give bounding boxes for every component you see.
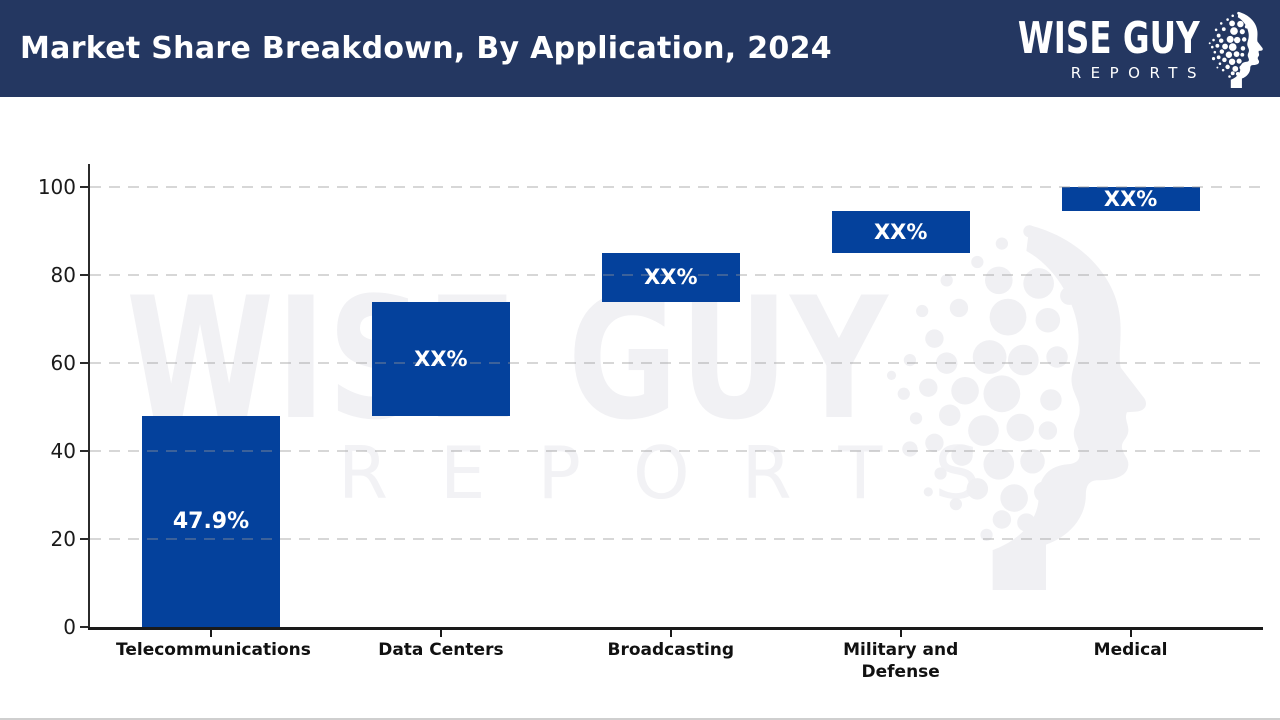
gridline-20	[90, 538, 1262, 540]
bar-value-label: 47.9%	[172, 509, 250, 535]
bar-value-label: XX%	[1103, 186, 1158, 211]
category-label-military-and-defense: Military and Defense	[843, 640, 959, 682]
wise-guy-reports-logo: WISE GUY REPORTS	[954, 8, 1266, 90]
y-tick-mark	[80, 626, 88, 628]
x-axis-spine	[88, 627, 1263, 630]
page-title: Market Share Breakdown, By Application, …	[20, 31, 832, 66]
bar-value-label: XX%	[873, 219, 928, 244]
bar-medical: XX%	[1061, 186, 1200, 211]
category-label-telecommunications: Telecommunications	[116, 640, 311, 660]
bar-value-label: XX%	[414, 347, 468, 372]
y-tick-label: 20	[50, 527, 76, 551]
y-tick-label: 100	[37, 175, 76, 199]
y-tick-mark	[80, 362, 88, 364]
y-tick-label: 40	[50, 439, 76, 463]
bar-broadcasting: XX%	[601, 253, 740, 302]
watermark-dotted-head-icon	[886, 225, 1147, 590]
category-label-data-centers: Data Centers	[378, 640, 504, 660]
x-tick-mark	[210, 630, 212, 637]
gridline-60	[90, 362, 1262, 364]
bar-value-label: XX%	[644, 265, 698, 290]
x-tick-mark	[1129, 630, 1132, 637]
x-tick-mark	[439, 630, 442, 637]
bar-telecommunications: 47.9%	[142, 416, 280, 627]
bar-military-and-defense: XX%	[831, 210, 970, 253]
y-tick-label: 60	[50, 351, 76, 375]
bar-data-centers: XX%	[371, 301, 510, 417]
category-label-medical: Medical	[1093, 640, 1168, 660]
gridline-80	[90, 274, 1262, 276]
category-label-broadcasting: Broadcasting	[607, 640, 735, 660]
header-bar: Market Share Breakdown, By Application, …	[0, 0, 1280, 97]
watermark-reports-text: REPORTS	[338, 431, 1033, 515]
y-tick-mark	[80, 274, 88, 276]
y-tick-label: 0	[63, 615, 76, 639]
x-tick-mark	[669, 630, 672, 637]
bottom-divider	[0, 718, 1280, 720]
gridline-100	[90, 186, 1262, 188]
y-tick-mark	[80, 538, 88, 540]
y-tick-label: 80	[50, 263, 76, 287]
gridline-40	[90, 450, 1262, 452]
y-tick-mark	[80, 186, 88, 188]
x-tick-mark	[899, 630, 902, 637]
logo-reports-text: REPORTS	[1070, 64, 1206, 82]
logo-dotted-head-icon	[1208, 11, 1263, 88]
logo-wordmark: WISE GUY	[1018, 13, 1200, 64]
y-axis-spine	[88, 164, 90, 629]
y-tick-mark	[80, 450, 88, 452]
